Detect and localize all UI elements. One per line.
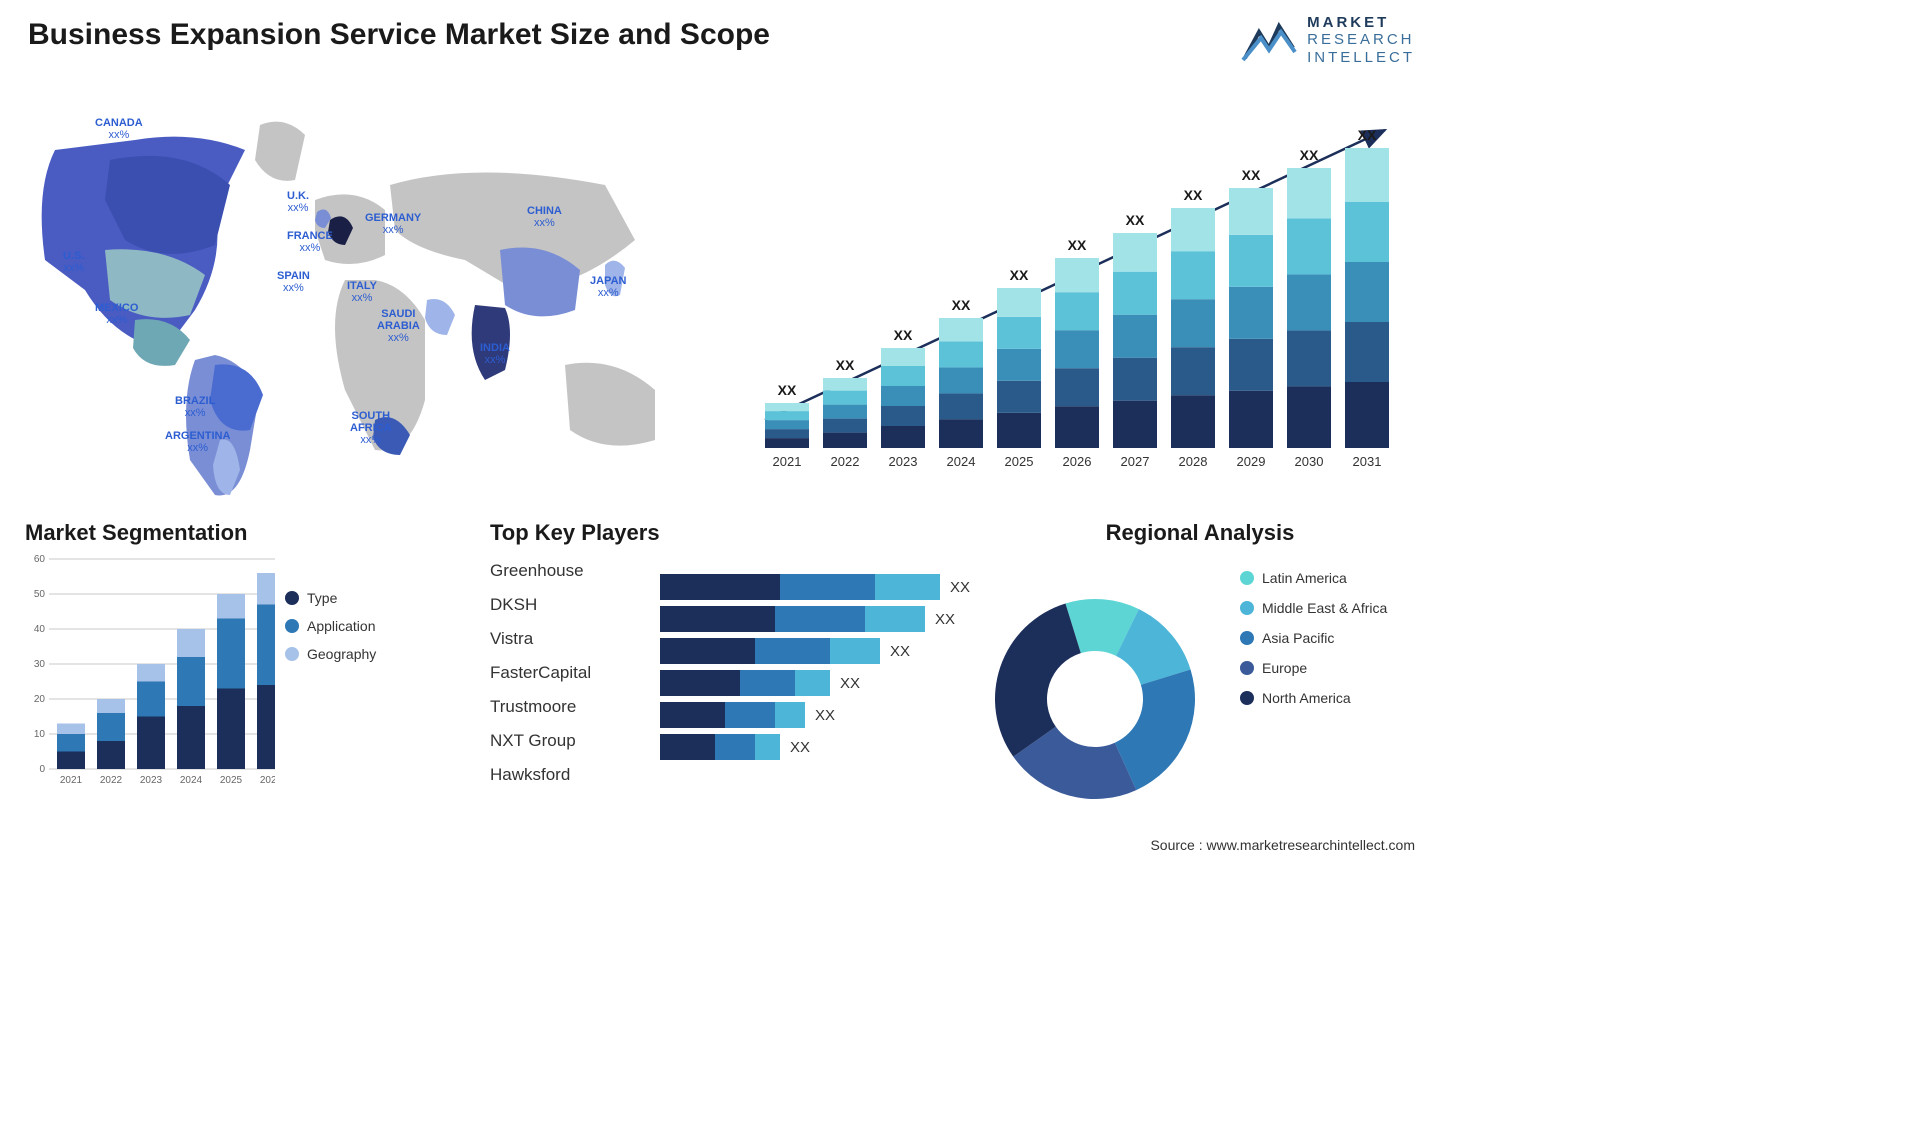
map-label: GERMANYxx%: [365, 212, 421, 236]
player-bar-row: XX: [660, 670, 970, 696]
logo-icon: [1241, 18, 1297, 62]
map-label: SAUDIARABIAxx%: [377, 308, 420, 344]
map-label: BRAZILxx%: [175, 395, 215, 419]
map-label: U.S.xx%: [63, 250, 84, 274]
svg-text:2024: 2024: [947, 454, 976, 469]
legend-item: North America: [1240, 690, 1415, 706]
segmentation-title: Market Segmentation: [25, 520, 425, 546]
svg-text:XX: XX: [952, 297, 971, 313]
map-label: FRANCExx%: [287, 230, 333, 254]
players-title: Top Key Players: [490, 520, 970, 546]
regional-panel: Regional Analysis Latin America Middle Ea…: [985, 520, 1415, 810]
legend-item: Type: [285, 590, 376, 606]
svg-text:XX: XX: [778, 382, 797, 398]
svg-text:2023: 2023: [889, 454, 918, 469]
svg-text:2025: 2025: [220, 775, 243, 786]
map-label: U.K.xx%: [287, 190, 309, 214]
svg-text:2021: 2021: [773, 454, 802, 469]
page-title: Business Expansion Service Market Size a…: [28, 18, 770, 52]
svg-text:XX: XX: [1242, 167, 1261, 183]
player-bar-row: XX: [660, 638, 970, 664]
map-label: INDIAxx%: [480, 342, 510, 366]
world-map-panel: CANADAxx% U.S.xx% MEXICOxx% BRAZILxx% ARGENT…: [15, 90, 715, 510]
map-label: JAPANxx%: [590, 275, 626, 299]
player-bar-row: XX: [660, 734, 970, 760]
legend-item: Application: [285, 618, 376, 634]
map-label: MEXICOxx%: [95, 302, 138, 326]
logo-text-1: MARKET: [1307, 14, 1415, 31]
svg-text:20: 20: [34, 694, 46, 705]
svg-text:40: 40: [34, 624, 46, 635]
svg-text:2026: 2026: [260, 775, 275, 786]
map-label: SOUTHAFRICAxx%: [350, 410, 392, 446]
svg-text:2029: 2029: [1237, 454, 1266, 469]
legend-item: Asia Pacific: [1240, 630, 1415, 646]
svg-text:50: 50: [34, 589, 46, 600]
legend-item: Latin America: [1240, 570, 1415, 586]
svg-text:10: 10: [34, 729, 46, 740]
legend-item: Europe: [1240, 660, 1415, 676]
legend-item: Middle East & Africa: [1240, 600, 1415, 616]
svg-text:XX: XX: [1068, 237, 1087, 253]
player-bar-row: XX: [660, 702, 970, 728]
legend-item: Geography: [285, 646, 376, 662]
map-label: CANADAxx%: [95, 117, 143, 141]
svg-text:2021: 2021: [60, 775, 83, 786]
svg-text:2022: 2022: [100, 775, 123, 786]
svg-text:XX: XX: [1358, 127, 1377, 143]
svg-text:2025: 2025: [1005, 454, 1034, 469]
svg-text:60: 60: [34, 554, 46, 565]
svg-text:2028: 2028: [1179, 454, 1208, 469]
svg-text:2030: 2030: [1295, 454, 1324, 469]
players-panel: Top Key Players GreenhouseDKSHVistraFast…: [490, 520, 970, 810]
map-label: CHINAxx%: [527, 205, 562, 229]
logo: MARKET RESEARCH INTELLECT: [1241, 14, 1415, 66]
map-label: ITALYxx%: [347, 280, 377, 304]
svg-text:XX: XX: [894, 327, 913, 343]
svg-text:XX: XX: [836, 357, 855, 373]
source-text: Source : www.marketresearchintellect.com: [1150, 837, 1415, 853]
segmentation-panel: Market Segmentation 0 10 20 30 40 50 60 2021 202…: [25, 520, 425, 810]
svg-text:30: 30: [34, 659, 46, 670]
player-bar-row: XX: [660, 574, 970, 600]
logo-text-3: INTELLECT: [1307, 49, 1415, 66]
map-label: ARGENTINAxx%: [165, 430, 230, 454]
svg-text:2031: 2031: [1353, 454, 1382, 469]
player-bar-row: XX: [660, 606, 970, 632]
svg-text:XX: XX: [1126, 212, 1145, 228]
svg-text:XX: XX: [1300, 147, 1319, 163]
regional-title: Regional Analysis: [985, 520, 1415, 546]
svg-text:2027: 2027: [1121, 454, 1150, 469]
logo-text-2: RESEARCH: [1307, 31, 1415, 48]
svg-text:2024: 2024: [180, 775, 203, 786]
svg-text:2026: 2026: [1063, 454, 1092, 469]
svg-text:0: 0: [39, 764, 45, 775]
growth-chart: XX 2021 XX 2022 XX 2023 XX 2024 XX 2025 XX 2026 XX 20…: [755, 100, 1405, 480]
map-label: SPAINxx%: [277, 270, 310, 294]
svg-text:XX: XX: [1010, 267, 1029, 283]
svg-text:XX: XX: [1184, 187, 1203, 203]
svg-text:2023: 2023: [140, 775, 163, 786]
svg-text:2022: 2022: [831, 454, 860, 469]
